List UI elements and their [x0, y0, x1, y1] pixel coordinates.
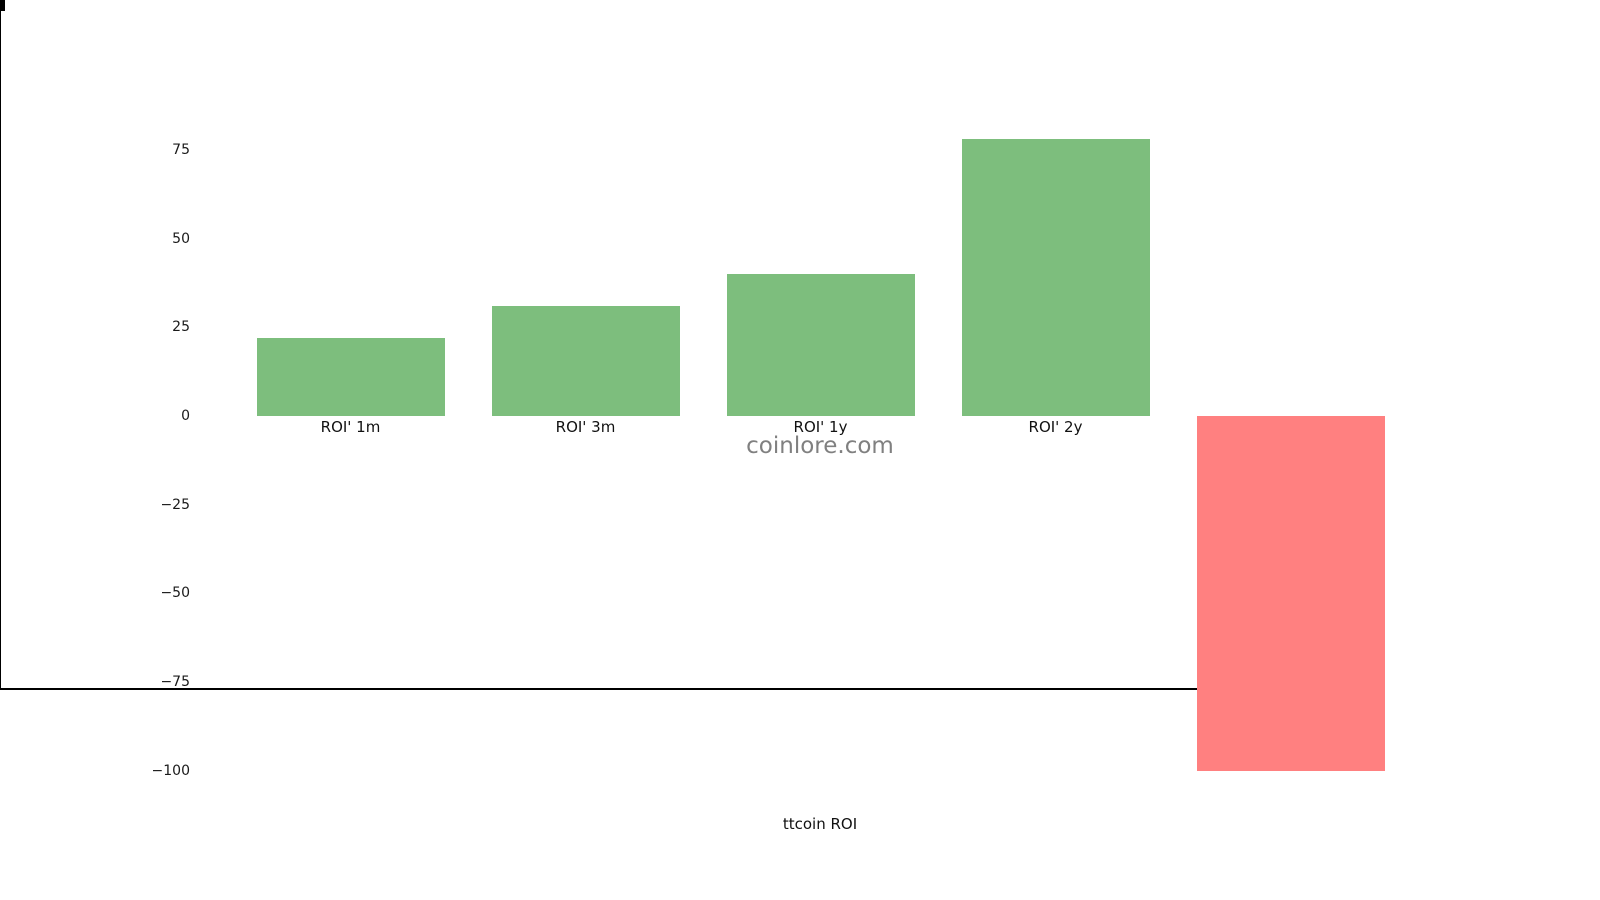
x-category-label: ROI' 1y — [793, 418, 848, 436]
y-tick-mark — [0, 4, 5, 6]
y-tick-label: 0 — [181, 408, 190, 424]
x-category-label: ROI' 1m — [320, 418, 381, 436]
chart-title: ttcoin ROI — [782, 815, 858, 833]
y-tick-mark — [0, 1, 5, 3]
y-tick-mark — [0, 9, 5, 12]
roi-bar — [256, 337, 445, 416]
y-tick-mark — [0, 8, 5, 10]
x-axis-spine — [0, 688, 1245, 690]
y-tick-mark — [0, 2, 5, 5]
y-tick-mark — [0, 5, 5, 7]
roi-bar — [961, 139, 1150, 416]
y-tick-label: 25 — [172, 319, 190, 336]
y-tick-label: −100 — [151, 762, 190, 779]
y-tick-label: −75 — [160, 674, 190, 691]
y-tick-label: 75 — [172, 141, 190, 158]
roi-bar — [726, 274, 915, 416]
coinlore-watermark: coinlore.com — [746, 433, 894, 459]
y-axis-spine — [0, 11, 2, 689]
y-tick-label: 50 — [172, 230, 190, 247]
x-category-label: ROI' 2y — [1028, 418, 1083, 436]
y-tick-label: −25 — [160, 496, 190, 513]
y-tick-mark — [0, 6, 5, 9]
y-tick-label: −50 — [160, 585, 190, 602]
y-tick-mark — [0, 0, 5, 2]
roi-bar — [491, 306, 680, 416]
roi-bar — [1196, 416, 1385, 771]
x-category-label: ROI' 3m — [555, 418, 616, 436]
